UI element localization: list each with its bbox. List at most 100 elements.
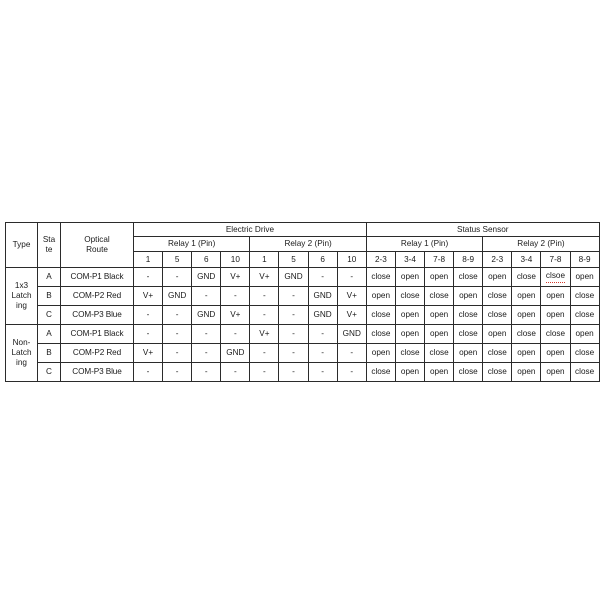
cell-sensor-r2-2-3: close xyxy=(482,286,513,306)
header-drive-pin-r2-10: 10 xyxy=(336,251,367,268)
table-header: Type Sta te Optical Route Electric Drive… xyxy=(5,222,600,268)
cell-drive-r1-6: GND xyxy=(191,305,222,325)
header-sensor-pin-r2-7-8: 7-8 xyxy=(540,251,571,268)
cell-sensor-r1-8-9: close xyxy=(453,324,484,344)
header-optical-route: Optical Route xyxy=(60,222,134,268)
cell-state: C xyxy=(37,305,61,325)
cell-sensor-r1-8-9: close xyxy=(453,267,484,287)
header-drive-pin-r2-6: 6 xyxy=(307,251,338,268)
cell-state: B xyxy=(37,343,61,363)
cell-sensor-r2-2-3: open xyxy=(482,267,513,287)
header-optical-route-line2: Route xyxy=(86,245,108,254)
cell-optical-route: COM-P2 Red xyxy=(60,286,134,306)
table-body: 1x3 Latch ing A COM-P1 Black - - GND V+ V+ GND - - cl… xyxy=(5,267,600,382)
cell-sensor-r1-3-4: open xyxy=(394,267,426,287)
cell-state: C xyxy=(37,362,61,382)
cell-drive-r1-10: GND xyxy=(220,343,251,363)
cell-state: B xyxy=(37,286,61,306)
cell-sensor-r1-2-3: close xyxy=(365,305,396,325)
cell-sensor-r1-7-8: open xyxy=(424,267,455,287)
header-sensor-pin-r1-3-4: 3-4 xyxy=(394,251,426,268)
cell-drive-r1-6: GND xyxy=(191,267,222,287)
header-sensor-pin-r2-8-9: 8-9 xyxy=(569,251,600,268)
cell-optical-route: COM-P1 Black xyxy=(60,324,134,344)
cell-type-line3: ing xyxy=(16,300,27,310)
cell-optical-route: COM-P1 Black xyxy=(60,267,134,287)
cell-drive-r2-1: - xyxy=(249,286,280,306)
misspelled-word: clsoe xyxy=(545,271,566,283)
cell-sensor-r2-3-4: open xyxy=(511,286,542,306)
cell-drive-r2-6: - xyxy=(307,343,338,363)
cell-drive-r1-1: - xyxy=(132,305,164,325)
relay-pinout-table: Type Sta te Optical Route Electric Drive… xyxy=(5,222,600,382)
table-row: B COM-P2 Red V+ GND - - - - GND V+ open close close o… xyxy=(6,286,600,306)
cell-drive-r2-10: V+ xyxy=(336,286,367,306)
cell-optical-route: COM-P2 Red xyxy=(60,343,134,363)
cell-drive-r1-5: - xyxy=(162,305,193,325)
cell-drive-r2-1: - xyxy=(249,343,280,363)
cell-sensor-r2-7-8: clsoe xyxy=(540,267,571,287)
header-optical-route-line1: Optical xyxy=(84,235,110,245)
cell-drive-r2-1: V+ xyxy=(249,324,280,344)
cell-drive-r2-10: - xyxy=(336,343,367,363)
cell-sensor-r2-8-9: open xyxy=(569,324,600,344)
cell-sensor-r1-3-4: close xyxy=(394,343,426,363)
cell-sensor-r1-2-3: close xyxy=(365,324,396,344)
cell-sensor-r1-3-4: open xyxy=(394,305,426,325)
cell-type-line1: Non- xyxy=(12,338,31,348)
table-row: Non- Latch ing A COM-P1 Black - - - - V+ - - GND clos… xyxy=(5,324,600,382)
header-drive-pin-r2-5: 5 xyxy=(278,251,309,268)
cell-sensor-r2-8-9: close xyxy=(569,343,600,363)
header-drive-pin-r1-6: 6 xyxy=(191,251,222,268)
table-row: C COM-P3 Blue - - GND V+ - - GND V+ close open open c… xyxy=(6,305,600,325)
cell-type-group-1: Non- Latch ing xyxy=(5,324,38,382)
cell-sensor-r2-3-4: close xyxy=(511,267,542,287)
header-row-pins: 1 5 6 10 1 5 6 10 2-3 3-4 7-8 8-9 2-3 3-4 7-8 8-9 xyxy=(6,251,600,268)
header-group-status-sensor: Status Sensor xyxy=(365,222,600,237)
cell-sensor-r2-2-3: open xyxy=(482,324,513,344)
cell-drive-r1-10: V+ xyxy=(220,267,251,287)
header-sensor-relay1: Relay 1 (Pin) xyxy=(365,236,484,252)
cell-drive-r1-5: GND xyxy=(162,286,193,306)
cell-sensor-r2-3-4: close xyxy=(511,324,542,344)
header-sensor-pin-r1-8-9: 8-9 xyxy=(453,251,484,268)
header-drive-pin-r1-10: 10 xyxy=(220,251,251,268)
cell-drive-r2-10: - xyxy=(336,267,367,287)
cell-drive-r1-5: - xyxy=(162,343,193,363)
cell-type-line1: 1x3 xyxy=(14,281,29,291)
cell-sensor-r1-2-3: open xyxy=(365,286,396,306)
cell-sensor-r1-8-9: open xyxy=(453,286,484,306)
cell-type-line2: Latch xyxy=(11,348,32,358)
cell-sensor-r2-7-8: open xyxy=(540,305,571,325)
cell-drive-r1-6: - xyxy=(191,343,222,363)
cell-sensor-r2-3-4: open xyxy=(511,343,542,363)
cell-drive-r2-6: GND xyxy=(307,305,338,325)
cell-sensor-r2-8-9: close xyxy=(569,362,600,382)
header-sensor-pin-r2-3-4: 3-4 xyxy=(511,251,542,268)
cell-optical-route: COM-P3 Blue xyxy=(60,362,134,382)
cell-drive-r1-6: - xyxy=(191,324,222,344)
cell-drive-r2-1: - xyxy=(249,362,280,382)
cell-sensor-r2-2-3: close xyxy=(482,343,513,363)
header-group-electric-drive: Electric Drive xyxy=(133,222,367,237)
cell-drive-r1-1: V+ xyxy=(132,343,164,363)
cell-type-group-0: 1x3 Latch ing xyxy=(5,267,38,325)
header-sensor-pin-r1-2-3: 2-3 xyxy=(365,251,396,268)
cell-sensor-r1-8-9: close xyxy=(453,362,484,382)
header-row-relays: Relay 1 (Pin) Relay 2 (Pin) Relay 1 (Pin… xyxy=(6,236,600,252)
cell-drive-r2-1: V+ xyxy=(249,267,280,287)
header-state-line2: te xyxy=(45,245,53,254)
cell-sensor-r1-2-3: close xyxy=(365,267,396,287)
cell-drive-r2-5: - xyxy=(278,343,309,363)
cell-sensor-r1-7-8: open xyxy=(424,324,455,344)
header-row-groups: Type Sta te Optical Route Electric Drive… xyxy=(5,222,600,268)
cell-drive-r1-10: - xyxy=(220,324,251,344)
cell-sensor-r2-8-9: close xyxy=(569,286,600,306)
cell-drive-r1-5: - xyxy=(162,324,193,344)
cell-drive-r2-5: GND xyxy=(278,267,309,287)
table-row: B COM-P2 Red V+ - - GND - - - - open close close open… xyxy=(6,343,600,363)
table-row: 1x3 Latch ing A COM-P1 Black - - GND V+ V+ GND - - cl… xyxy=(5,267,600,325)
cell-drive-r1-5: - xyxy=(162,267,193,287)
cell-drive-r1-10: - xyxy=(220,362,251,382)
